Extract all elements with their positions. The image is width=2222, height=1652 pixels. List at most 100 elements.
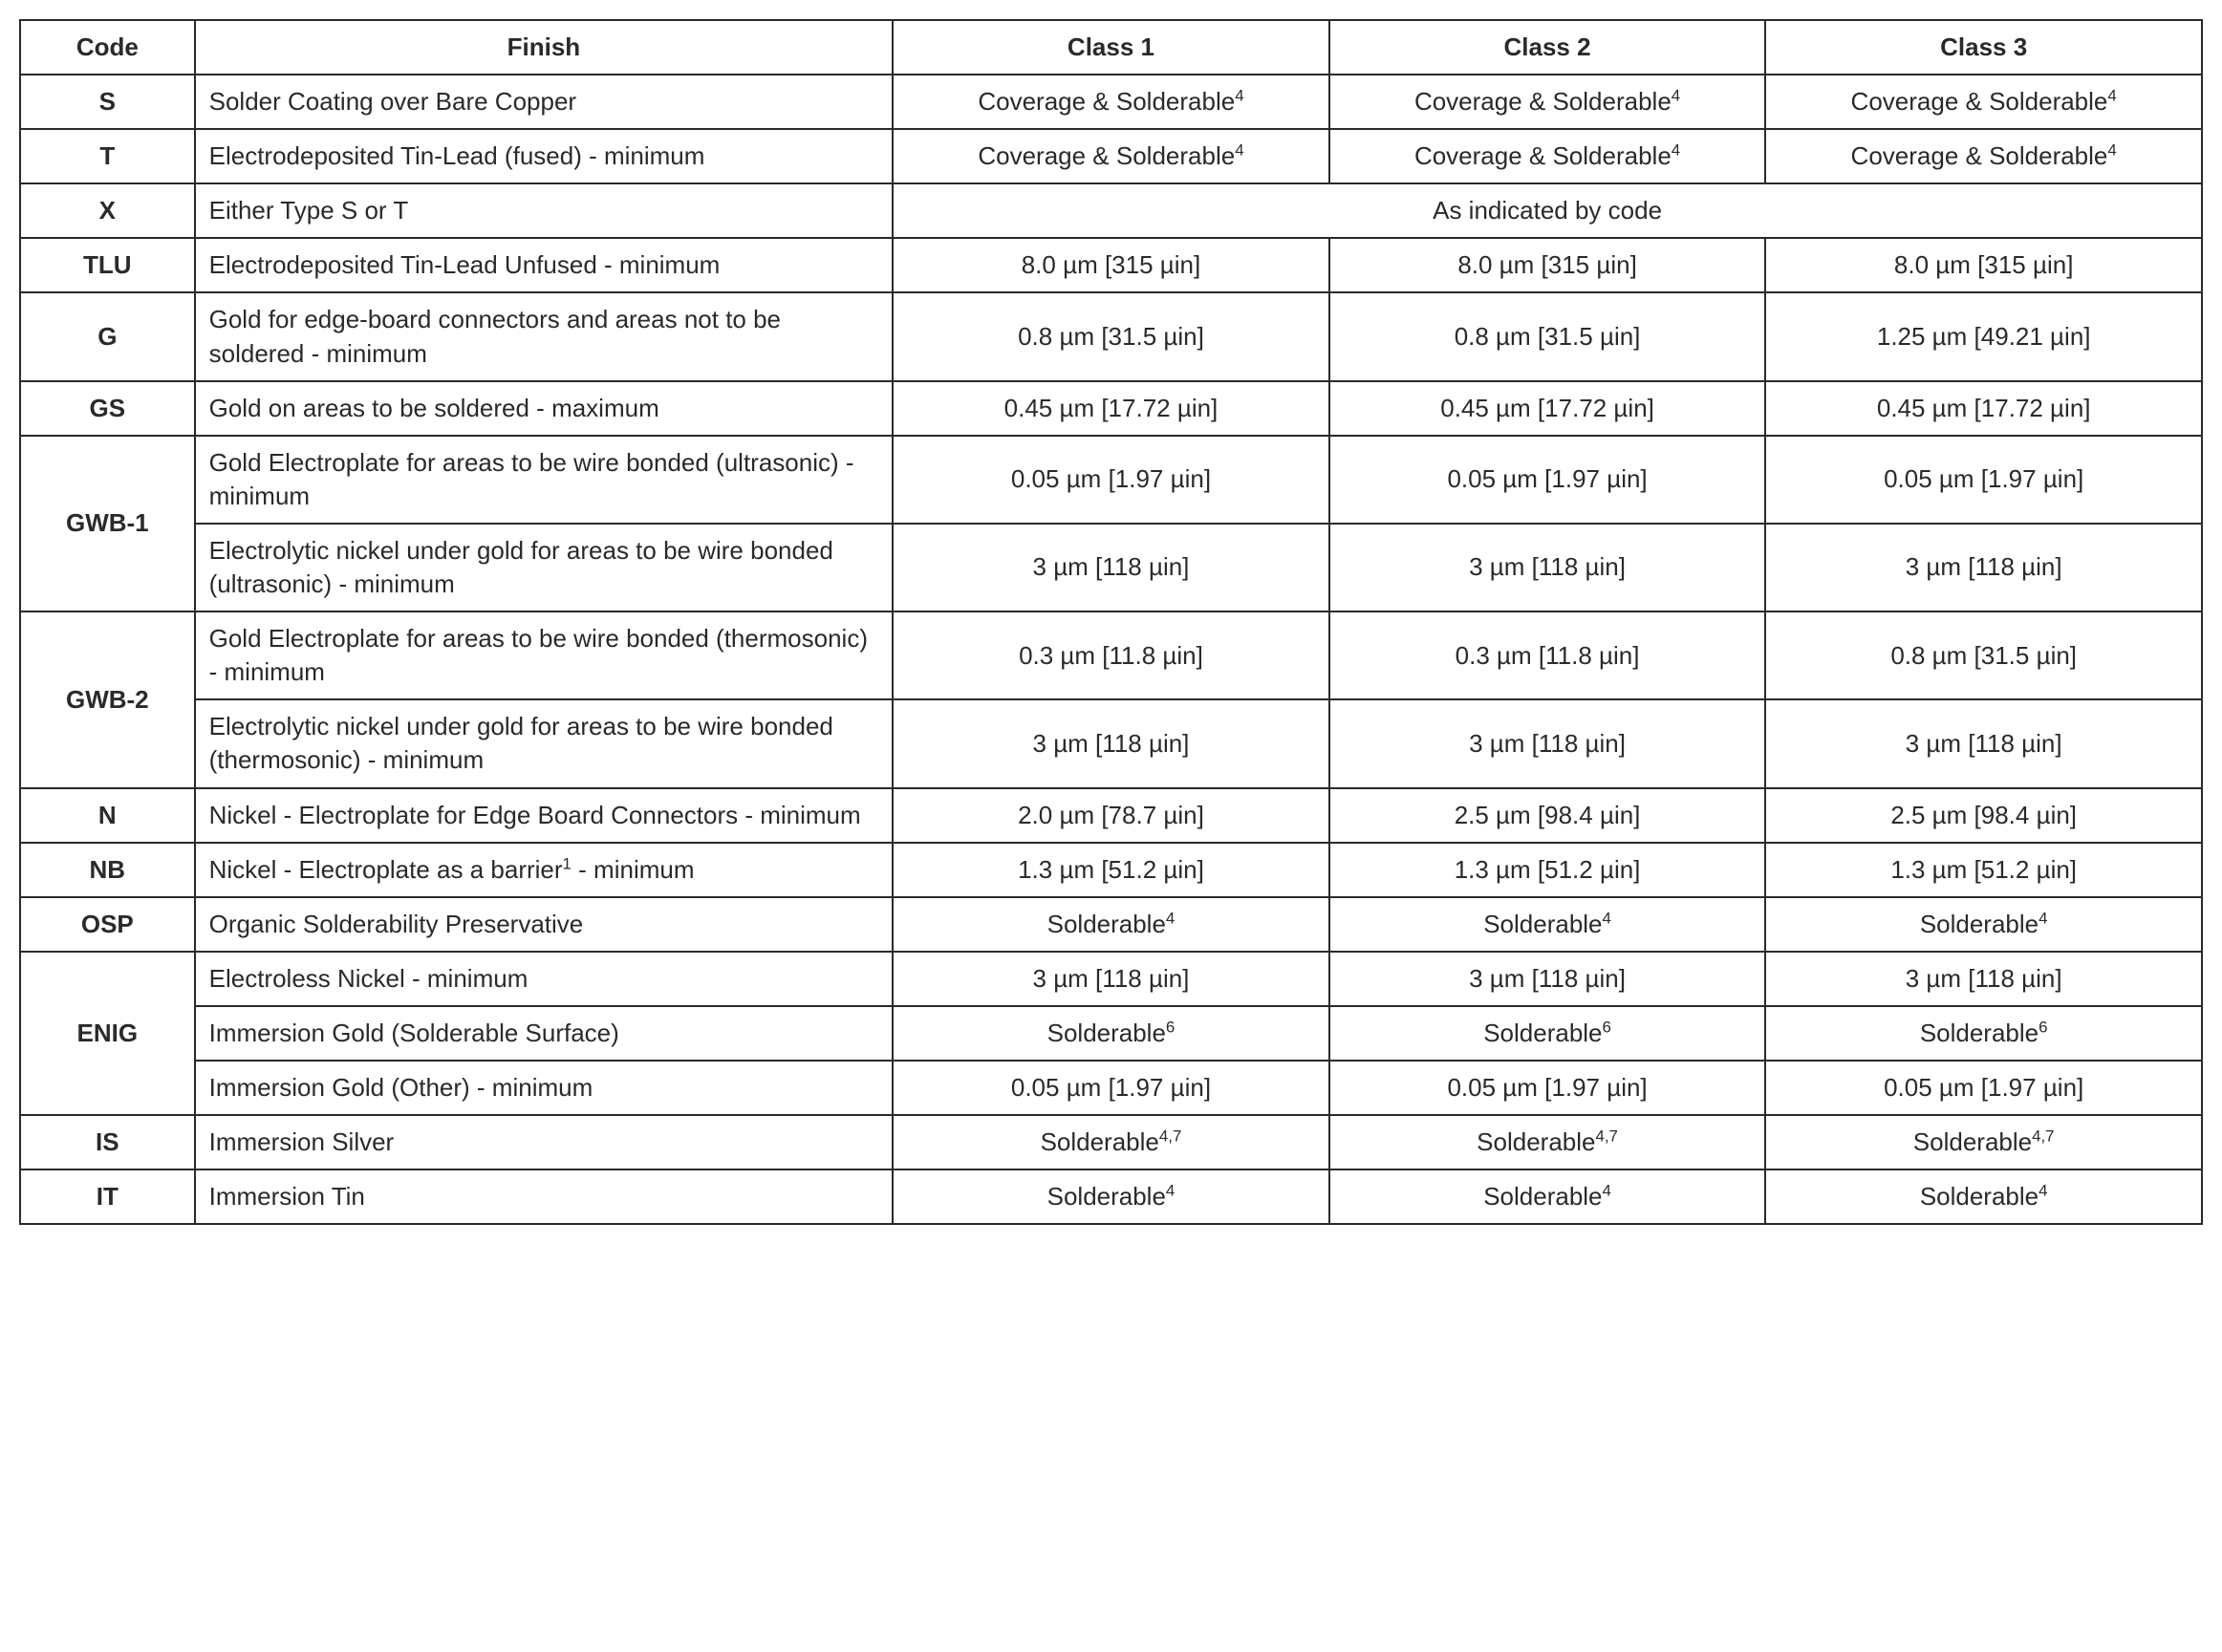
- table-row: GSGold on areas to be soldered - maximum…: [20, 381, 2202, 436]
- class3-cell: 3 µm [118 µin]: [1765, 952, 2202, 1006]
- table-row: GWB-2Gold Electroplate for areas to be w…: [20, 611, 2202, 699]
- finish-cell: Solder Coating over Bare Copper: [195, 75, 894, 129]
- class1-cell: 0.8 µm [31.5 µin]: [893, 292, 1329, 380]
- class2-cell: 0.8 µm [31.5 µin]: [1329, 292, 1766, 380]
- table-row: Electrolytic nickel under gold for areas…: [20, 699, 2202, 787]
- class1-cell: Coverage & Solderable4: [893, 75, 1329, 129]
- class2-cell: 0.05 µm [1.97 µin]: [1329, 1061, 1766, 1115]
- class1-cell: Coverage & Solderable4: [893, 129, 1329, 183]
- finish-cell: Electroless Nickel - minimum: [195, 952, 894, 1006]
- class1-cell: 0.3 µm [11.8 µin]: [893, 611, 1329, 699]
- class1-cell: Solderable4,7: [893, 1115, 1329, 1169]
- finish-cell: Immersion Gold (Other) - minimum: [195, 1061, 894, 1115]
- class2-cell: 0.05 µm [1.97 µin]: [1329, 436, 1766, 524]
- class1-cell: Solderable4: [893, 1169, 1329, 1224]
- class3-cell: 0.05 µm [1.97 µin]: [1765, 1061, 2202, 1115]
- table-row: NBNickel - Electroplate as a barrier1 - …: [20, 843, 2202, 897]
- table-row: GWB-1Gold Electroplate for areas to be w…: [20, 436, 2202, 524]
- finish-cell: Immersion Silver: [195, 1115, 894, 1169]
- class2-cell: Solderable4: [1329, 897, 1766, 952]
- class3-cell: 0.45 µm [17.72 µin]: [1765, 381, 2202, 436]
- class1-cell: 1.3 µm [51.2 µin]: [893, 843, 1329, 897]
- table-row: TLUElectrodeposited Tin-Lead Unfused - m…: [20, 238, 2202, 292]
- class3-cell: 0.8 µm [31.5 µin]: [1765, 611, 2202, 699]
- class2-cell: Solderable4: [1329, 1169, 1766, 1224]
- finish-cell: Immersion Tin: [195, 1169, 894, 1224]
- code-cell: IS: [20, 1115, 195, 1169]
- header-class1: Class 1: [893, 20, 1329, 75]
- code-cell: GWB-1: [20, 436, 195, 611]
- finish-cell: Gold Electroplate for areas to be wire b…: [195, 611, 894, 699]
- class3-cell: 3 µm [118 µin]: [1765, 524, 2202, 611]
- finish-cell: Electrolytic nickel under gold for areas…: [195, 524, 894, 611]
- code-cell: ENIG: [20, 952, 195, 1115]
- class3-cell: 0.05 µm [1.97 µin]: [1765, 436, 2202, 524]
- class2-cell: 8.0 µm [315 µin]: [1329, 238, 1766, 292]
- code-cell: IT: [20, 1169, 195, 1224]
- table-row: SSolder Coating over Bare CopperCoverage…: [20, 75, 2202, 129]
- class1-cell: 8.0 µm [315 µin]: [893, 238, 1329, 292]
- class2-cell: Solderable6: [1329, 1006, 1766, 1061]
- header-code: Code: [20, 20, 195, 75]
- class3-cell: Solderable6: [1765, 1006, 2202, 1061]
- class3-cell: 8.0 µm [315 µin]: [1765, 238, 2202, 292]
- class3-cell: Solderable4: [1765, 897, 2202, 952]
- class3-cell: 3 µm [118 µin]: [1765, 699, 2202, 787]
- class2-cell: 3 µm [118 µin]: [1329, 952, 1766, 1006]
- finish-cell: Nickel - Electroplate as a barrier1 - mi…: [195, 843, 894, 897]
- table-row: XEither Type S or TAs indicated by code: [20, 183, 2202, 238]
- table-row: Electrolytic nickel under gold for areas…: [20, 524, 2202, 611]
- class2-cell: Coverage & Solderable4: [1329, 75, 1766, 129]
- code-cell: OSP: [20, 897, 195, 952]
- class2-cell: 1.3 µm [51.2 µin]: [1329, 843, 1766, 897]
- class1-cell: Solderable4: [893, 897, 1329, 952]
- finish-cell: Either Type S or T: [195, 183, 894, 238]
- code-cell: S: [20, 75, 195, 129]
- table-row: GGold for edge-board connectors and area…: [20, 292, 2202, 380]
- class3-cell: 2.5 µm [98.4 µin]: [1765, 788, 2202, 843]
- code-cell: T: [20, 129, 195, 183]
- table-row: Immersion Gold (Other) - minimum 0.05 µm …: [20, 1061, 2202, 1115]
- class2-cell: Solderable4,7: [1329, 1115, 1766, 1169]
- class3-cell: Coverage & Solderable4: [1765, 129, 2202, 183]
- finish-cell: Gold on areas to be soldered - maximum: [195, 381, 894, 436]
- finish-cell: Immersion Gold (Solderable Surface): [195, 1006, 894, 1061]
- class1-cell: Solderable6: [893, 1006, 1329, 1061]
- class-span-cell: As indicated by code: [893, 183, 2202, 238]
- class3-cell: 1.25 µm [49.21 µin]: [1765, 292, 2202, 380]
- class1-cell: 0.45 µm [17.72 µin]: [893, 381, 1329, 436]
- table-row: NNickel - Electroplate for Edge Board Co…: [20, 788, 2202, 843]
- class3-cell: Solderable4,7: [1765, 1115, 2202, 1169]
- finish-cell: Electrolytic nickel under gold for areas…: [195, 699, 894, 787]
- class2-cell: 3 µm [118 µin]: [1329, 699, 1766, 787]
- header-finish: Finish: [195, 20, 894, 75]
- table-row: Immersion Gold (Solderable Surface)Solde…: [20, 1006, 2202, 1061]
- finish-code-table: Code Finish Class 1 Class 2 Class 3 SSol…: [19, 19, 2203, 1225]
- class2-cell: 3 µm [118 µin]: [1329, 524, 1766, 611]
- class1-cell: 0.05 µm [1.97 µin]: [893, 436, 1329, 524]
- header-class3: Class 3: [1765, 20, 2202, 75]
- finish-cell: Organic Solderability Preservative: [195, 897, 894, 952]
- class2-cell: 0.45 µm [17.72 µin]: [1329, 381, 1766, 436]
- class2-cell: 2.5 µm [98.4 µin]: [1329, 788, 1766, 843]
- code-cell: GS: [20, 381, 195, 436]
- class1-cell: 2.0 µm [78.7 µin]: [893, 788, 1329, 843]
- code-cell: G: [20, 292, 195, 380]
- finish-cell: Electrodeposited Tin-Lead (fused) - mini…: [195, 129, 894, 183]
- table-row: ISImmersion SilverSolderable4,7Solderabl…: [20, 1115, 2202, 1169]
- code-cell: GWB-2: [20, 611, 195, 787]
- class3-cell: Solderable4: [1765, 1169, 2202, 1224]
- finish-cell: Gold for edge-board connectors and areas…: [195, 292, 894, 380]
- table-row: OSPOrganic Solderability PreservativeSol…: [20, 897, 2202, 952]
- finish-cell: Electrodeposited Tin-Lead Unfused - mini…: [195, 238, 894, 292]
- class2-cell: 0.3 µm [11.8 µin]: [1329, 611, 1766, 699]
- table-row: ITImmersion TinSolderable4Solderable4Sol…: [20, 1169, 2202, 1224]
- code-cell: N: [20, 788, 195, 843]
- header-class2: Class 2: [1329, 20, 1766, 75]
- class3-cell: 1.3 µm [51.2 µin]: [1765, 843, 2202, 897]
- class1-cell: 3 µm [118 µin]: [893, 699, 1329, 787]
- table-row: TElectrodeposited Tin-Lead (fused) - min…: [20, 129, 2202, 183]
- class3-cell: Coverage & Solderable4: [1765, 75, 2202, 129]
- table-header-row: Code Finish Class 1 Class 2 Class 3: [20, 20, 2202, 75]
- finish-cell: Nickel - Electroplate for Edge Board Con…: [195, 788, 894, 843]
